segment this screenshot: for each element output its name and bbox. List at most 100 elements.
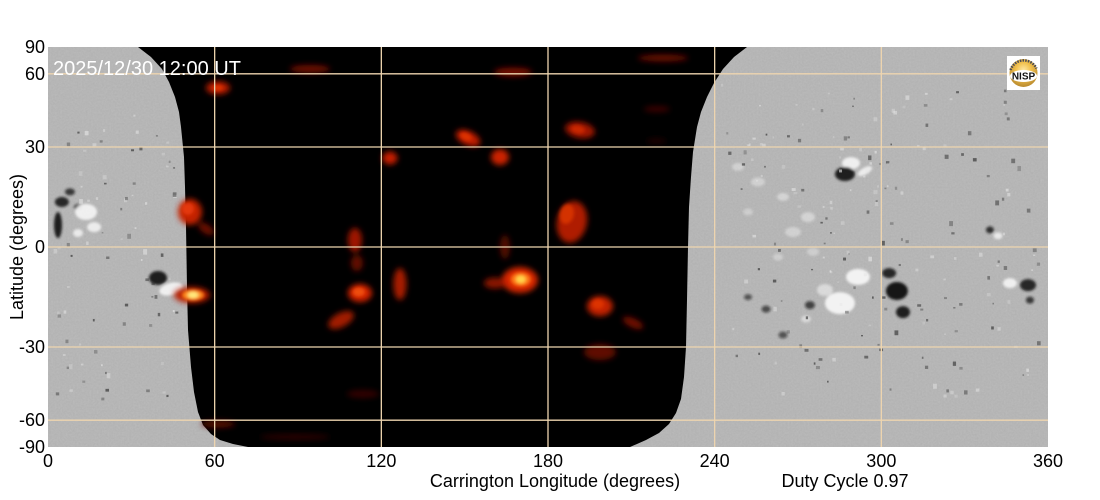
- speckle: [87, 199, 90, 202]
- speckle: [135, 130, 139, 134]
- speckle: [879, 162, 882, 166]
- speckle: [1007, 300, 1011, 304]
- speckle: [758, 352, 761, 355]
- active-region-patch: [807, 247, 819, 256]
- speckle: [924, 92, 928, 95]
- speckle: [67, 285, 70, 289]
- speckle: [961, 153, 964, 156]
- active-region-patch: [1020, 279, 1036, 292]
- speckle: [832, 135, 835, 139]
- speckle: [144, 202, 148, 205]
- speckle: [131, 194, 134, 196]
- speckle: [959, 303, 963, 306]
- speckle: [122, 322, 126, 326]
- farside-detection-blob: [559, 204, 575, 224]
- speckle: [804, 348, 809, 352]
- speckle: [92, 318, 95, 322]
- speckle: [66, 142, 71, 147]
- speckle: [68, 364, 73, 370]
- farside-detection-blob: [328, 310, 354, 329]
- speckle: [868, 155, 872, 161]
- active-region-patch: [834, 167, 855, 182]
- speckle: [846, 250, 850, 255]
- speckle: [173, 167, 176, 169]
- speckle: [944, 297, 947, 300]
- speckle: [132, 182, 136, 185]
- speckle: [820, 221, 823, 224]
- speckle: [869, 162, 872, 165]
- speckle: [55, 392, 60, 396]
- farside-detection-blob: [201, 420, 235, 428]
- speckle: [921, 356, 924, 359]
- speckle: [752, 137, 756, 140]
- speckle: [778, 248, 781, 252]
- speckle: [872, 296, 874, 299]
- speckle: [943, 278, 946, 281]
- speckle: [131, 149, 135, 152]
- speckle: [56, 311, 60, 315]
- speckle: [53, 248, 58, 254]
- speckle: [80, 363, 84, 366]
- speckle: [823, 242, 826, 245]
- speckle: [840, 147, 844, 151]
- speckle: [843, 257, 847, 261]
- speckle: [1007, 192, 1011, 197]
- speckle: [774, 361, 777, 365]
- speckle: [106, 256, 110, 259]
- speckle: [1037, 341, 1041, 346]
- speckle: [917, 304, 922, 307]
- speckle: [956, 91, 959, 94]
- speckle: [151, 295, 154, 298]
- active-region-patch: [785, 227, 801, 238]
- speckle: [815, 365, 820, 370]
- speckle: [886, 185, 889, 188]
- speckle: [801, 123, 804, 126]
- speckle: [853, 97, 855, 100]
- active-region-patch: [149, 270, 167, 285]
- speckle: [915, 268, 919, 272]
- speckle: [120, 207, 123, 211]
- speckle: [894, 186, 898, 190]
- speckle: [832, 357, 836, 362]
- speckle: [863, 273, 867, 277]
- active-region-patch: [744, 294, 752, 301]
- speckle: [986, 292, 991, 297]
- speckle: [102, 175, 107, 180]
- active-region-patch: [801, 212, 815, 223]
- speckle: [143, 249, 148, 255]
- speckle: [1031, 269, 1033, 271]
- farside-detection-blob: [646, 138, 667, 144]
- speckle: [760, 174, 763, 178]
- speckle: [801, 188, 805, 192]
- speckle: [69, 389, 73, 392]
- active-region-patch: [64, 188, 75, 196]
- farside-detection-blob: [198, 222, 214, 236]
- speckle: [967, 131, 972, 136]
- speckle: [954, 394, 958, 398]
- speckle: [902, 105, 906, 109]
- x-tick-label: 240: [699, 451, 730, 471]
- active-region-patch: [73, 229, 83, 238]
- speckle: [726, 132, 729, 135]
- speckle: [893, 110, 898, 115]
- speckle: [765, 133, 768, 136]
- speckle: [160, 253, 164, 257]
- duty-cycle-label: Duty Cycle 0.97: [781, 471, 909, 491]
- active-region-patch: [842, 157, 861, 170]
- speckle: [78, 171, 83, 176]
- speckle: [1026, 368, 1029, 372]
- active-region-patch: [857, 166, 873, 177]
- speckle: [772, 279, 777, 283]
- speckle: [750, 158, 754, 162]
- speckle: [953, 257, 957, 260]
- speckle: [57, 314, 62, 318]
- speckle: [757, 268, 760, 271]
- speckle: [160, 362, 164, 366]
- speckle: [168, 277, 171, 281]
- active-region-patch: [1025, 296, 1034, 304]
- speckle: [975, 388, 980, 392]
- speckle: [972, 158, 977, 162]
- speckle: [1032, 248, 1037, 253]
- farside-detection-blob: [347, 228, 362, 253]
- speckle: [127, 233, 131, 239]
